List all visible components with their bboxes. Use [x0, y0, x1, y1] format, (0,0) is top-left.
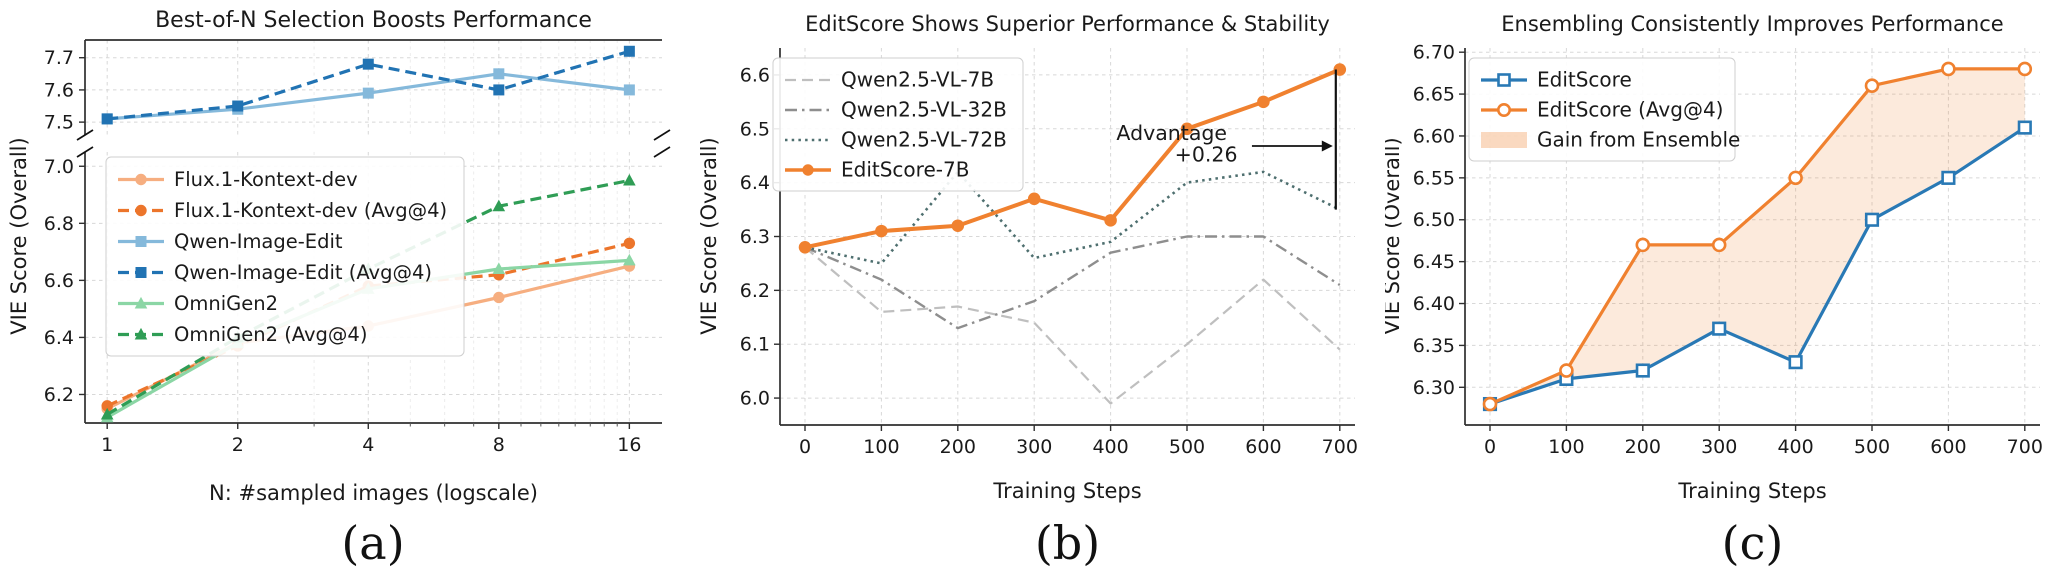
svg-text:600: 600 [1930, 436, 1966, 458]
chart-b-canvas-axes: EditScore Shows Superior Performance & S… [700, 12, 1358, 503]
svg-text:4: 4 [362, 434, 374, 456]
svg-text:6.5: 6.5 [740, 118, 770, 140]
chart-b-canvas-legend: Qwen2.5-VL-7B Qwen2.5-VL-32B Qwen2.5-VL-72… [772, 57, 1024, 192]
series-qwen_image_edit_avg4 [101, 45, 635, 125]
svg-text:700: 700 [2007, 436, 2043, 458]
svg-text:6.6: 6.6 [44, 270, 74, 292]
svg-text:6.35: 6.35 [1413, 335, 1455, 357]
svg-text:0: 0 [1484, 436, 1496, 458]
svg-text:6.2: 6.2 [44, 384, 74, 406]
svg-text:Qwen-Image-Edit (Avg@4): Qwen-Image-Edit (Avg@4) [174, 261, 432, 284]
svg-text:200: 200 [1625, 436, 1661, 458]
svg-text:Advantage: Advantage [1116, 121, 1227, 145]
chart-c-canvas: Ensembling Consistently Improves Perform… [1385, 12, 2043, 503]
svg-text:Qwen2.5-VL-7B: Qwen2.5-VL-7B [841, 68, 994, 92]
axis-break-marks [76, 129, 671, 158]
caption-a: (a) [341, 516, 405, 570]
xlabel: Training Steps [1677, 479, 1826, 503]
svg-text:2: 2 [232, 434, 244, 456]
svg-text:6.70: 6.70 [1413, 42, 1455, 64]
svg-text:700: 700 [1322, 436, 1358, 458]
series-editscore7b [798, 63, 1347, 254]
svg-text:6.0: 6.0 [740, 388, 770, 410]
svg-text:400: 400 [1092, 436, 1128, 458]
gain-from-ensemble-fill [1490, 68, 2025, 405]
chart-c-canvas-legend: EditScore EditScore (Avg@4) Gain from Ense… [1468, 57, 1740, 162]
svg-text:6.50: 6.50 [1413, 209, 1455, 231]
svg-text:6.4: 6.4 [44, 327, 74, 349]
svg-text:100: 100 [1548, 436, 1584, 458]
svg-text:+0.26: +0.26 [1175, 143, 1238, 167]
svg-text:6.30: 6.30 [1413, 377, 1455, 399]
series-qwen25vl7b [804, 246, 1341, 405]
svg-text:6.4: 6.4 [740, 172, 770, 194]
svg-text:EditScore: EditScore [1537, 68, 1632, 92]
svg-text:6.55: 6.55 [1413, 167, 1455, 189]
svg-text:300: 300 [1701, 436, 1737, 458]
svg-text:Flux.1-Kontext-dev: Flux.1-Kontext-dev [174, 168, 358, 191]
svg-text:Qwen2.5-VL-72B: Qwen2.5-VL-72B [841, 128, 1007, 152]
svg-text:1: 1 [101, 434, 113, 456]
svg-text:EditScore-7B: EditScore-7B [841, 158, 969, 182]
caption-c: (c) [1721, 516, 1784, 570]
svg-text:0: 0 [799, 436, 811, 458]
svg-text:6.8: 6.8 [44, 213, 74, 235]
chart-a-panel: Best-of-N Selection Boosts Performance N:… [0, 0, 700, 580]
chart-a-canvas: Best-of-N Selection Boosts Performance N:… [7, 8, 671, 505]
series-editscore_avg4 [1482, 61, 2033, 412]
svg-text:7.5: 7.5 [44, 112, 74, 134]
svg-text:6.65: 6.65 [1413, 84, 1455, 106]
caption-b: (b) [1034, 516, 1101, 570]
series-qwen25vl32b [804, 235, 1341, 330]
series-qwen25vl72b [804, 170, 1341, 265]
title: EditScore Shows Superior Performance & S… [805, 12, 1330, 36]
svg-text:500: 500 [1854, 436, 1890, 458]
advantage-annotation: Advantage+0.26 [1116, 69, 1337, 210]
title: Ensembling Consistently Improves Perform… [1501, 12, 2003, 36]
svg-text:EditScore (Avg@4): EditScore (Avg@4) [1537, 98, 1723, 122]
svg-text:6.45: 6.45 [1413, 251, 1455, 273]
svg-text:200: 200 [940, 436, 976, 458]
svg-text:7.6: 7.6 [44, 79, 74, 101]
svg-text:100: 100 [863, 436, 899, 458]
svg-text:6.6: 6.6 [740, 64, 770, 86]
chart-b-panel: EditScore Shows Superior Performance & S… [700, 0, 1385, 580]
svg-text:6.2: 6.2 [740, 280, 770, 302]
svg-text:Qwen-Image-Edit: Qwen-Image-Edit [174, 230, 343, 253]
chart-c-panel: Ensembling Consistently Improves Perform… [1385, 0, 2050, 580]
svg-text:Gain from Ensemble: Gain from Ensemble [1537, 128, 1740, 152]
svg-text:400: 400 [1777, 436, 1813, 458]
svg-text:6.40: 6.40 [1413, 293, 1455, 315]
svg-text:600: 600 [1245, 436, 1281, 458]
svg-text:7.0: 7.0 [44, 156, 74, 178]
chart-a-title: Best-of-N Selection Boosts Performance [155, 8, 592, 33]
svg-text:7.7: 7.7 [44, 47, 74, 69]
svg-text:OmniGen2 (Avg@4): OmniGen2 (Avg@4) [174, 323, 367, 346]
xlabel: Training Steps [992, 479, 1141, 503]
svg-text:OmniGen2: OmniGen2 [174, 292, 278, 315]
ylabel: VIE Score (Overall) [700, 137, 721, 334]
chart-c-canvas-axes: Ensembling Consistently Improves Perform… [1385, 12, 2043, 503]
svg-text:16: 16 [617, 434, 641, 456]
chart-a-legend: Flux.1-Kontext-dev Flux.1-Kontext-dev (Av… [105, 156, 465, 357]
svg-text:Flux.1-Kontext-dev (Avg@4): Flux.1-Kontext-dev (Avg@4) [174, 199, 447, 222]
svg-text:300: 300 [1016, 436, 1052, 458]
chart-a-xlabel: N: #sampled images (logscale) [209, 481, 538, 505]
svg-text:6.3: 6.3 [740, 226, 770, 248]
svg-text:6.1: 6.1 [740, 334, 770, 356]
svg-text:8: 8 [493, 434, 505, 456]
svg-text:500: 500 [1169, 436, 1205, 458]
chart-a-axes-upper: 7.5 7.6 7.7 [44, 39, 662, 135]
svg-text:6.60: 6.60 [1413, 125, 1455, 147]
svg-text:Qwen2.5-VL-32B: Qwen2.5-VL-32B [841, 98, 1007, 122]
chart-a-ylabel: VIE Score (Overall) [7, 137, 31, 334]
chart-b-canvas: EditScore Shows Superior Performance & S… [700, 12, 1358, 503]
ylabel: VIE Score (Overall) [1385, 137, 1404, 334]
